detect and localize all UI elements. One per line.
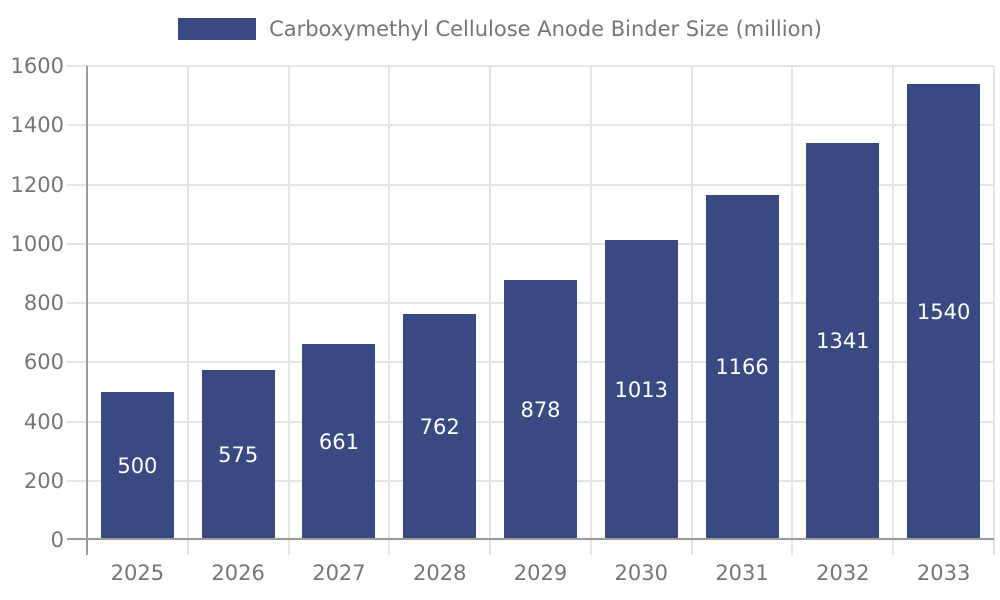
- x-axis-tick-label: 2027: [312, 561, 366, 585]
- y-axis-tick-label: 600: [23, 350, 64, 375]
- bar-value-label: 1166: [715, 355, 769, 380]
- gridline-vertical: [186, 66, 189, 555]
- gridline-vertical: [388, 66, 391, 555]
- gridline-vertical: [892, 66, 895, 555]
- y-axis-tick-label: 1600: [10, 54, 64, 78]
- bar-value-label: 1540: [916, 299, 971, 324]
- bar-2028[interactable]: 762: [403, 314, 477, 540]
- y-axis-tick-label: 1200: [10, 172, 64, 197]
- bar-2025[interactable]: 500: [100, 391, 174, 540]
- x-axis-tick-label: 2029: [513, 561, 568, 585]
- bar-value-label: 575: [218, 442, 259, 467]
- gridline-vertical: [287, 66, 290, 555]
- bar-2033[interactable]: 1540: [907, 83, 981, 540]
- bar-2032[interactable]: 1341: [806, 142, 880, 540]
- y-axis-tick-label: 200: [23, 468, 64, 493]
- y-axis-tick-label: 1000: [10, 231, 64, 256]
- y-axis-tick-label: 400: [23, 409, 64, 434]
- bar-value-label: 762: [419, 415, 460, 440]
- legend-item[interactable]: Carboxymethyl Cellulose Anode Binder Siz…: [0, 17, 1000, 41]
- gridline-horizontal: [67, 183, 994, 186]
- gridline-vertical: [993, 66, 995, 555]
- y-axis-line: [86, 66, 88, 555]
- y-axis-tick-label: 800: [23, 291, 64, 315]
- x-axis-tick-label: 2026: [211, 561, 265, 585]
- bar-2029[interactable]: 878: [504, 279, 577, 540]
- x-axis-tick-label: 2030: [614, 561, 668, 585]
- x-axis-tick-label: 2032: [816, 561, 870, 585]
- plot-area: 500 575 661 762 878 1013 1166 1341 1540: [87, 66, 995, 555]
- bar-2026[interactable]: 575: [201, 369, 275, 540]
- bar-2031[interactable]: 1166: [705, 194, 779, 540]
- gridline-vertical: [690, 66, 693, 555]
- bar-value-label: 500: [117, 453, 158, 478]
- bar-value-label: 1013: [614, 377, 668, 402]
- x-axis-line: [67, 538, 994, 540]
- gridline-horizontal: [67, 242, 994, 245]
- gridline-vertical: [489, 66, 492, 555]
- legend-label: Carboxymethyl Cellulose Anode Binder Siz…: [269, 17, 822, 41]
- bar-2027[interactable]: 661: [302, 344, 376, 540]
- y-axis-tick-label: 1400: [10, 113, 64, 138]
- gridline-vertical: [589, 66, 592, 555]
- x-axis-tick-label: 2033: [916, 561, 971, 585]
- bar-value-label: 1341: [816, 329, 870, 354]
- gridline-horizontal: [67, 65, 994, 67]
- y-axis-tick-label: 0: [50, 528, 64, 552]
- x-axis-tick-label: 2031: [715, 561, 769, 585]
- bar-value-label: 661: [318, 430, 359, 455]
- x-axis-tick-label: 2028: [412, 561, 467, 585]
- bar-2030[interactable]: 1013: [604, 239, 678, 540]
- gridline-vertical: [791, 66, 794, 555]
- x-axis-tick-label: 2025: [110, 561, 165, 585]
- bar-value-label: 878: [520, 397, 561, 422]
- gridline-horizontal: [67, 124, 994, 127]
- legend-swatch: [178, 18, 257, 40]
